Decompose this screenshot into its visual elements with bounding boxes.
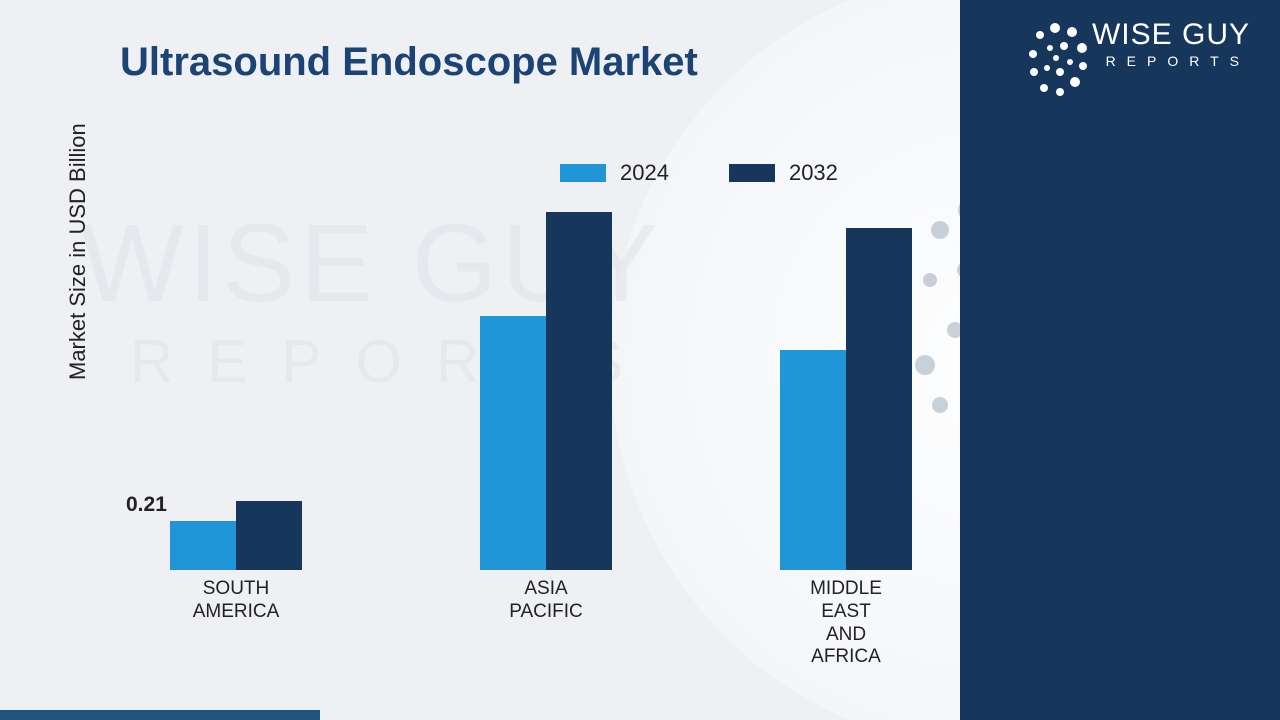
- legend-label-2032: 2032: [789, 160, 838, 186]
- category-label: MIDDLEEASTANDAFRICA: [766, 578, 926, 669]
- chart-plot-area: 0.21: [110, 200, 970, 570]
- bar-group: [170, 501, 330, 570]
- bar: [546, 212, 612, 570]
- logo-head-icon: [1020, 20, 1090, 100]
- bar: [780, 350, 846, 570]
- bar: [236, 501, 302, 570]
- logo-main-text: WISE GUY: [1092, 20, 1250, 50]
- bar-group: [780, 228, 940, 570]
- bar: [846, 228, 912, 570]
- bottom-stripe: [0, 710, 320, 720]
- legend-swatch-2024: [560, 164, 606, 182]
- category-label: SOUTHAMERICA: [156, 578, 316, 624]
- legend-swatch-2032: [729, 164, 775, 182]
- y-axis-label: Market Size in USD Billion: [65, 123, 91, 380]
- bar: [480, 316, 546, 570]
- bar-value-label: 0.21: [126, 493, 167, 517]
- legend-label-2024: 2024: [620, 160, 669, 186]
- logo-sub-text: REPORTS: [1092, 54, 1250, 68]
- category-label: ASIAPACIFIC: [466, 578, 626, 624]
- bar-group: [480, 212, 640, 570]
- chart-title: Ultrasound Endoscope Market: [120, 40, 698, 85]
- legend-item-2032: 2032: [729, 160, 838, 186]
- brand-logo: WISE GUY REPORTS: [1092, 20, 1250, 68]
- chart-legend: 2024 2032: [560, 160, 838, 186]
- legend-item-2024: 2024: [560, 160, 669, 186]
- bar: [170, 521, 236, 570]
